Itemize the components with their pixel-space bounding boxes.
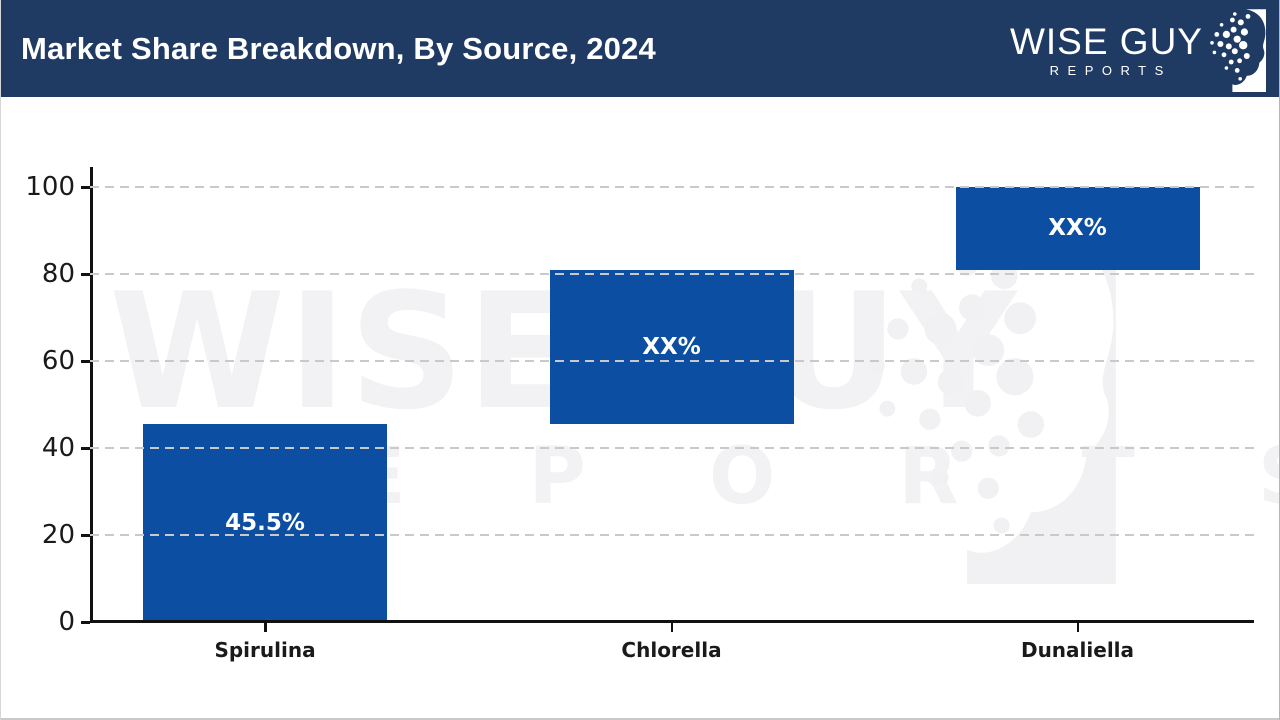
x-tick-mark (264, 623, 267, 632)
y-tick-mark (81, 273, 90, 276)
x-axis-line (90, 620, 1254, 623)
y-tick-label: 100 (25, 172, 75, 202)
bar-value-label: XX% (1048, 215, 1107, 242)
gridline-80 (90, 273, 1254, 275)
y-tick-mark (81, 621, 90, 624)
gridline-40 (90, 447, 1254, 449)
logo-wordmark: WISE GUY (1009, 20, 1203, 62)
x-tick-mark (670, 623, 673, 632)
y-tick-label: 0 (58, 607, 75, 637)
bar-spirulina (143, 424, 387, 622)
page-bottom-border (1, 718, 1279, 720)
x-category-label-chlorella: Chlorella (621, 638, 722, 662)
gridline-60 (90, 360, 1254, 362)
y-axis-line (90, 167, 93, 623)
y-tick-label: 60 (41, 346, 75, 376)
x-tick-mark (1076, 623, 1079, 632)
y-tick-mark (81, 447, 90, 450)
bar-chlorella (549, 269, 794, 425)
bar-value-label: XX% (642, 333, 701, 360)
gridline-100 (90, 186, 1254, 188)
y-tick-label: 80 (41, 259, 75, 289)
y-tick-mark (81, 360, 90, 363)
bar-dunaliella (955, 187, 1200, 270)
y-tick-label: 20 (41, 520, 75, 550)
y-tick-label: 40 (41, 433, 75, 463)
header-band: Market Share Breakdown, By Source, 2024 … (1, 0, 1279, 97)
chart-title: Market Share Breakdown, By Source, 2024 (21, 30, 656, 66)
wiseguy-face-icon (1210, 9, 1266, 92)
y-tick-mark (81, 186, 90, 189)
logo-subtitle: REPORTS (1049, 62, 1172, 78)
wiseguy-logo-text: WISE GUY REPORTS (1010, 23, 1203, 78)
gridline-20 (90, 534, 1254, 536)
bar-value-label: 45.5% (225, 510, 305, 537)
plot-area: 0 20 40 60 80 100 45.5% Spirulina XX% Chlorella XX… (1, 97, 1279, 720)
y-tick-mark (81, 534, 90, 537)
wiseguy-logo: WISE GUY REPORTS (1010, 9, 1267, 92)
x-category-label-spirulina: Spirulina (214, 638, 316, 662)
x-category-label-dunaliella: Dunaliella (1020, 638, 1135, 662)
